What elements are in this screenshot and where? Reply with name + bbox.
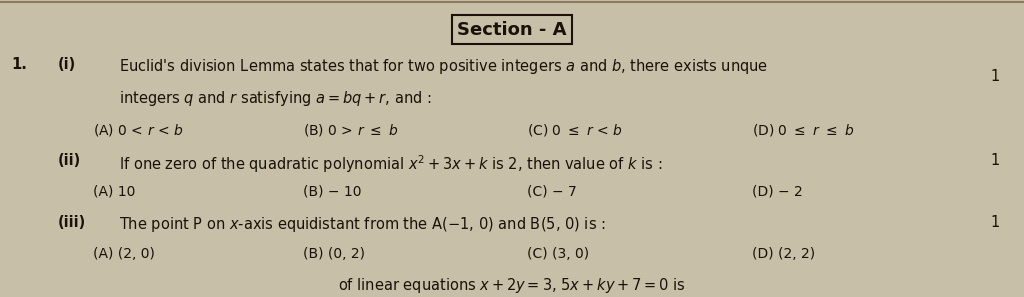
Text: integers $q$ and $r$ satisfying $a = bq + r$, and :: integers $q$ and $r$ satisfying $a = bq … (119, 89, 431, 108)
Text: (i): (i) (57, 57, 76, 72)
Text: (A) (2, 0): (A) (2, 0) (93, 247, 156, 260)
Text: 1: 1 (991, 153, 1000, 168)
Text: Euclid's division Lemma states that for two positive integers $a$ and $b$, there: Euclid's division Lemma states that for … (119, 57, 768, 76)
Text: Section - A: Section - A (458, 21, 566, 39)
Text: (B) − 10: (B) − 10 (303, 185, 361, 199)
Text: 1.: 1. (11, 57, 28, 72)
Text: (C) − 7: (C) − 7 (527, 185, 578, 199)
Text: (D) 0 $\leq$ $r$ $\leq$ $b$: (D) 0 $\leq$ $r$ $\leq$ $b$ (752, 122, 854, 138)
Text: If one zero of the quadratic polynomial $x^2 + 3x + k$ is 2, then value of $k$ i: If one zero of the quadratic polynomial … (119, 153, 663, 175)
Text: (B) (0, 2): (B) (0, 2) (303, 247, 365, 260)
Text: (C) (3, 0): (C) (3, 0) (527, 247, 590, 260)
Text: (D) (2, 2): (D) (2, 2) (752, 247, 815, 260)
Text: (A) 10: (A) 10 (93, 185, 135, 199)
Text: of linear equations $x + 2y = 3$, $5x + ky + 7 = 0$ is: of linear equations $x + 2y = 3$, $5x + … (338, 276, 686, 295)
Text: (A) 0 < $r$ < $b$: (A) 0 < $r$ < $b$ (93, 122, 183, 138)
Text: The point P on $x$-axis equidistant from the A($-1$, 0) and B(5, 0) is :: The point P on $x$-axis equidistant from… (119, 215, 605, 234)
Text: (C) 0 $\leq$ $r$ < $b$: (C) 0 $\leq$ $r$ < $b$ (527, 122, 624, 138)
Text: 1: 1 (991, 69, 1000, 84)
Text: 1: 1 (991, 215, 1000, 230)
Text: (B) 0 > $r$ $\leq$ $b$: (B) 0 > $r$ $\leq$ $b$ (303, 122, 398, 138)
Text: (iii): (iii) (57, 215, 86, 230)
Text: (ii): (ii) (57, 153, 81, 168)
Text: (D) − 2: (D) − 2 (752, 185, 803, 199)
